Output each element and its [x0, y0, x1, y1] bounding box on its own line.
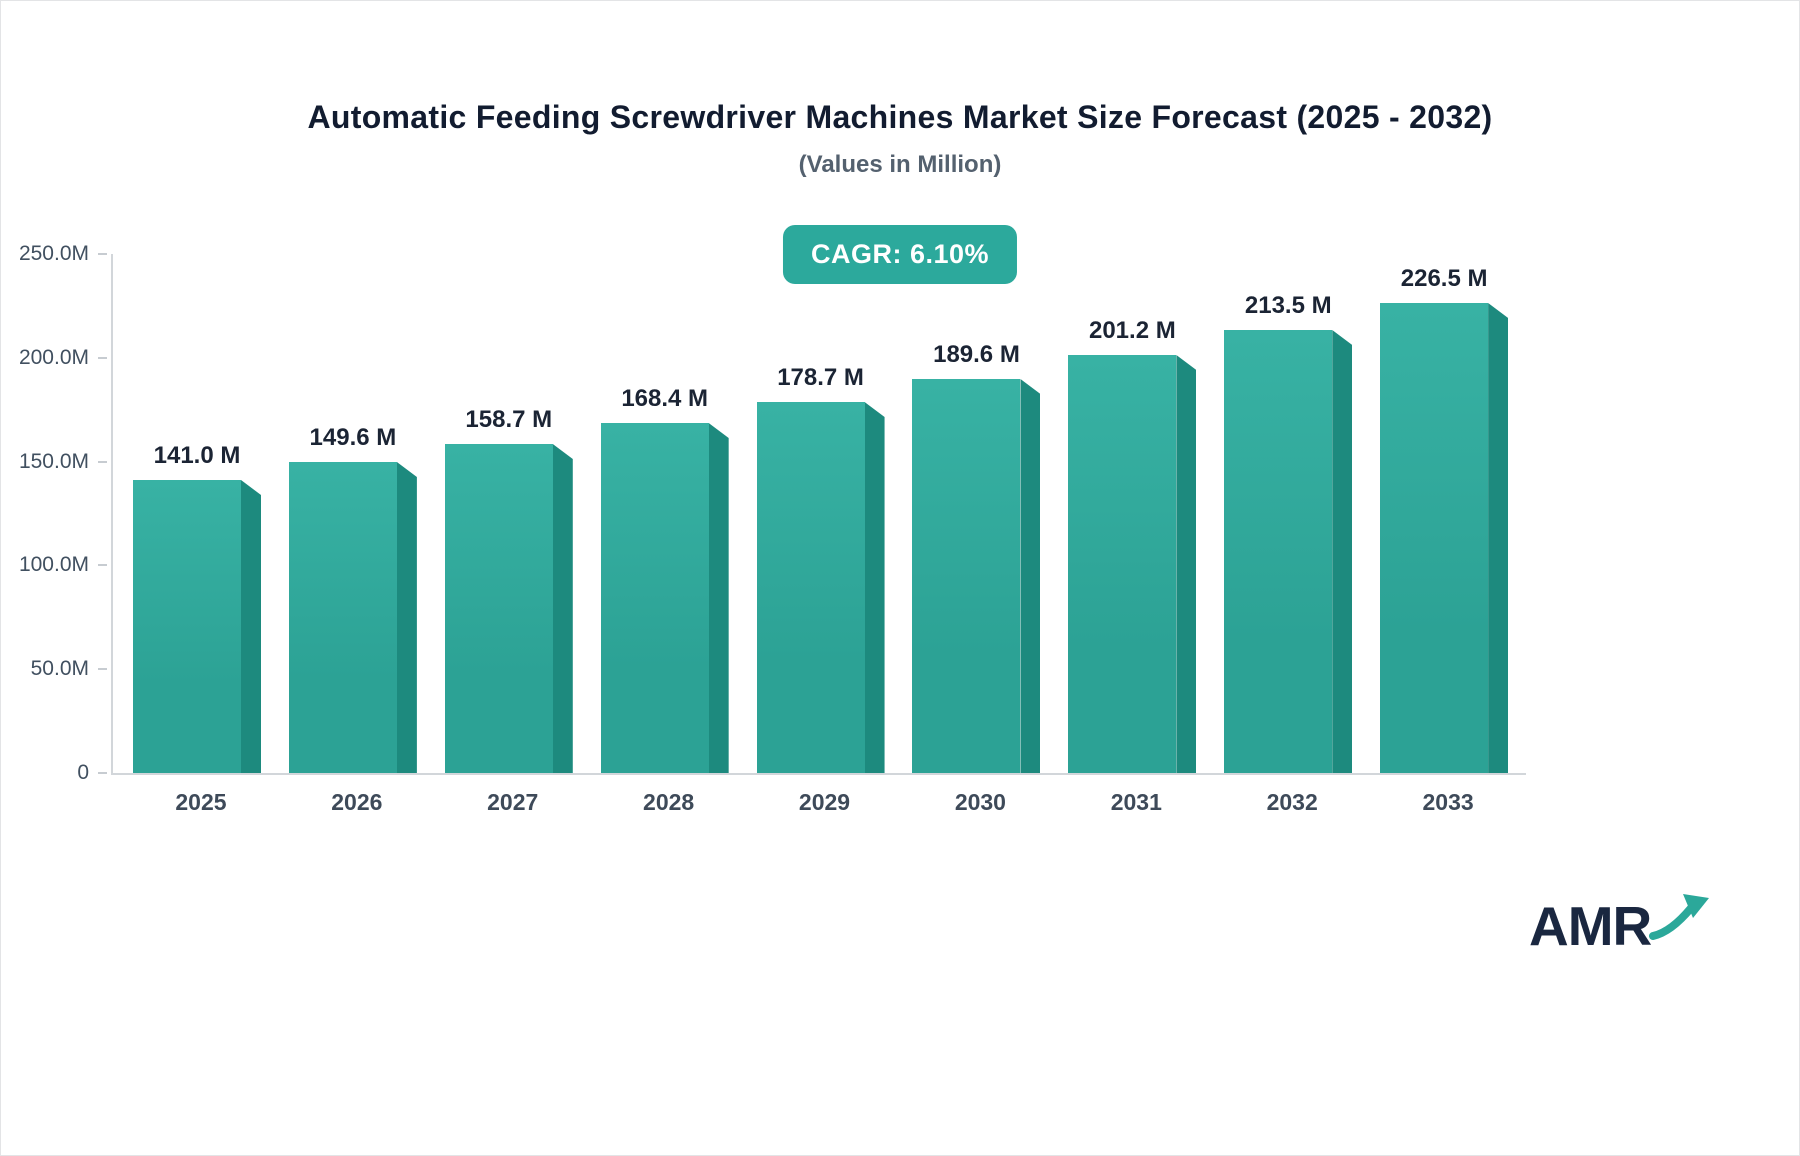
- bar-2032: 213.5 M: [1224, 292, 1353, 773]
- y-tick-mark: [98, 253, 107, 255]
- chart-subtitle: (Values in Million): [798, 151, 1002, 178]
- x-axis-label: 2025: [175, 789, 227, 815]
- bar-side: [864, 402, 885, 773]
- y-tick-mark: [98, 356, 107, 359]
- bar-group: 141.0 M 2025: [123, 254, 279, 815]
- bar-face: [600, 423, 709, 773]
- x-axis-label: 2027: [487, 789, 539, 815]
- bar-group: 149.6 M 2026: [279, 254, 435, 815]
- bar-value-label: 189.6 M: [933, 341, 1020, 368]
- amr-logo: AMR: [1529, 894, 1729, 964]
- x-axis-label: 2031: [1110, 789, 1162, 815]
- x-axis-label: 2032: [1266, 789, 1318, 815]
- bar-face: [133, 480, 241, 773]
- y-tick-mark: [98, 564, 107, 567]
- bar-group: 158.7 M 2027: [435, 254, 591, 815]
- cagr-badge: CAGR: 6.10%: [782, 225, 1018, 284]
- bar-value-label: 178.7 M: [777, 364, 864, 391]
- y-tick-label: 200.0M: [18, 345, 89, 369]
- bar-2031: 201.2 M: [1068, 317, 1197, 773]
- y-axis-line: [111, 254, 113, 773]
- y-tick-label: 150.0M: [18, 449, 89, 473]
- bar-side: [1488, 303, 1509, 773]
- chart-title: Automatic Feeding Screwdriver Machines M…: [307, 99, 1493, 135]
- bar-side: [1020, 379, 1041, 773]
- bar-2028: 168.4 M: [600, 385, 729, 773]
- bar-2029: 178.7 M: [756, 364, 885, 773]
- bar-2025: 141.0 M: [133, 442, 261, 773]
- bar-face: [288, 462, 397, 773]
- bar-2030: 189.6 M: [912, 341, 1041, 773]
- bars-container: 141.0 M 2025 149.6 M 2026 158.7 M 2027 168.4 M…: [123, 254, 1526, 815]
- bar-face: [444, 444, 553, 773]
- y-tick-label: 50.0M: [30, 657, 89, 681]
- bar-group: 226.5 M 2033: [1370, 254, 1526, 815]
- bar-value-label: 158.7 M: [465, 406, 553, 433]
- bar-face: [1224, 330, 1333, 773]
- bar-group: 178.7 M 2029: [747, 254, 903, 815]
- bar-side: [1176, 355, 1197, 773]
- bar-side: [396, 462, 417, 773]
- y-tick-label: 250.0M: [18, 242, 89, 265]
- bar-value-label: 213.5 M: [1244, 292, 1332, 319]
- growth-arrow-icon: [1649, 894, 1709, 940]
- bar-group: 168.4 M 2028: [591, 254, 747, 815]
- x-axis-label: 2029: [798, 789, 851, 815]
- bar-chart-plot-area: 141.0 M 2025 149.6 M 2026 158.7 M 2027 168.4 M…: [19, 242, 1526, 815]
- bar-value-label: 226.5 M: [1400, 265, 1488, 292]
- bar-2026: 149.6 M: [288, 424, 417, 773]
- y-tick-mark: [98, 460, 107, 463]
- bar-2033: 226.5 M: [1380, 265, 1509, 773]
- bar-face: [1380, 303, 1489, 773]
- x-axis-label: 2030: [954, 789, 1006, 815]
- x-axis-label: 2026: [331, 789, 383, 815]
- bar-group: 213.5 M 2032: [1214, 254, 1370, 815]
- bar-2027: 158.7 M: [444, 406, 573, 773]
- bar-side: [1332, 330, 1353, 773]
- bar-group: 201.2 M 2031: [1058, 254, 1214, 815]
- y-tick-mark: [98, 772, 107, 774]
- bar-side: [241, 480, 261, 773]
- y-tick-label: 100.0M: [18, 553, 89, 577]
- y-tick-mark: [98, 668, 107, 671]
- bar-face: [756, 402, 865, 773]
- bar-side: [552, 444, 573, 773]
- x-axis-line: [111, 773, 1526, 775]
- x-axis-label: 2028: [643, 789, 695, 815]
- bar-side: [708, 423, 729, 773]
- bar-group: 189.6 M 2030: [902, 254, 1058, 815]
- amr-logo-text: AMR: [1529, 895, 1652, 957]
- x-axis-label: 2033: [1422, 789, 1474, 815]
- bar-value-label: 201.2 M: [1088, 317, 1176, 344]
- bar-value-label: 168.4 M: [621, 385, 709, 412]
- bar-face: [912, 379, 1021, 773]
- bar-value-label: 141.0 M: [153, 442, 241, 469]
- bar-face: [1068, 355, 1177, 773]
- y-tick-label: 0: [77, 761, 89, 784]
- bar-value-label: 149.6 M: [309, 424, 397, 451]
